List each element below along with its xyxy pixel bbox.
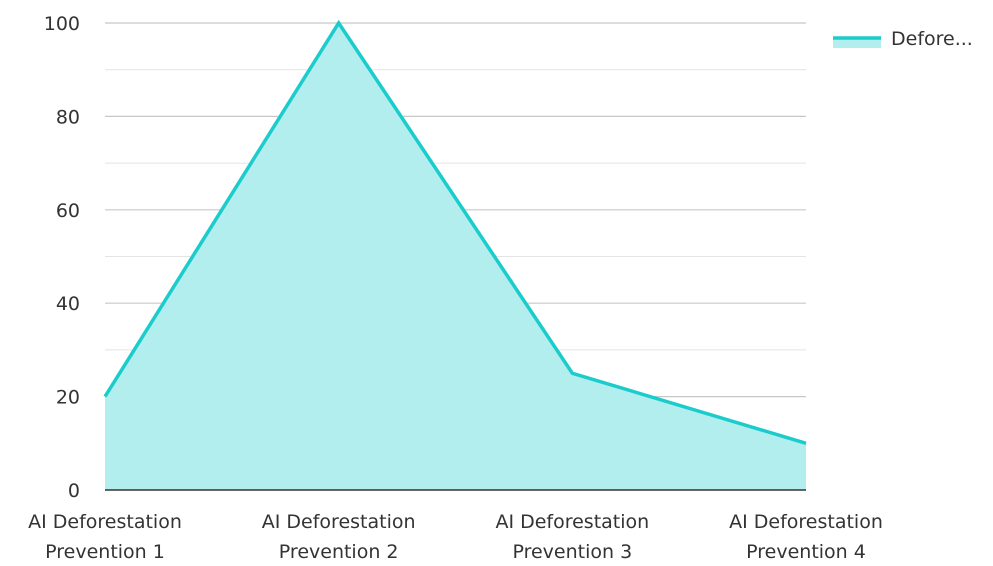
y-tick-label: 40	[56, 293, 80, 315]
y-tick-label: 100	[44, 13, 80, 35]
y-tick-label: 20	[56, 387, 80, 409]
y-axis-tick-labels: 0 20 40 60 80 100	[44, 13, 80, 502]
y-tick-label: 0	[68, 480, 80, 502]
legend: Defore...	[833, 28, 973, 50]
y-tick-label: 80	[56, 106, 80, 128]
y-tick-label: 60	[56, 200, 80, 222]
legend-label: Defore...	[891, 28, 973, 50]
